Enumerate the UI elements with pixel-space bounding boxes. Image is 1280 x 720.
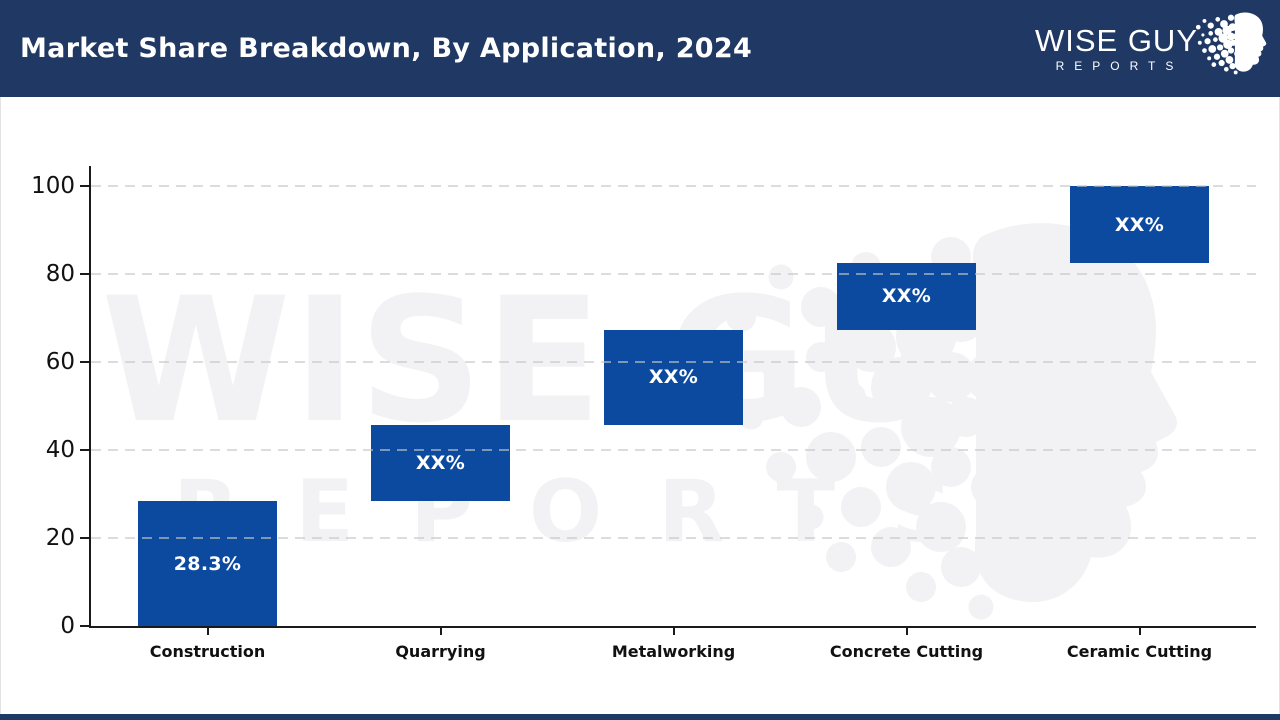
chart-canvas: WISE GUY REPORTS 28.3% XX% XX% XX% XX% 0 20 40 6… (0, 97, 1280, 714)
footer-bar (0, 714, 1280, 720)
bar-value-label: XX% (648, 366, 699, 389)
x-tick-label-construction: Construction (149, 642, 266, 661)
y-tick-label-80: 80 (45, 261, 75, 287)
x-tick-metalworking (672, 626, 675, 635)
bar-quarrying: XX% (370, 424, 511, 502)
brand-logo: WISE GUY REPORTS (1035, 4, 1270, 94)
logo-line1: WISE GUY (1034, 22, 1198, 58)
x-tick-label-quarrying: Quarrying (395, 642, 486, 661)
watermark-subtext: REPORTS (173, 462, 1010, 562)
y-tick-label-100: 100 (31, 173, 75, 199)
header: Market Share Breakdown, By Application, … (0, 0, 1280, 97)
bar-value-label: XX% (1114, 213, 1165, 236)
y-tick-label-40: 40 (45, 437, 75, 463)
plot-area: 28.3% XX% XX% XX% XX% 0 20 40 60 80 100 Constructio… (31, 166, 1256, 661)
bar-value-label: 28.3% (173, 552, 242, 575)
y-tick-label-20: 20 (45, 525, 75, 551)
gridline-60 (91, 361, 1256, 363)
y-tick-20 (80, 537, 89, 539)
y-tick-0 (80, 625, 89, 627)
bar-value-label: XX% (415, 452, 466, 475)
x-tick-label-ceramic-cutting: Ceramic Cutting (1066, 642, 1213, 661)
page-title: Market Share Breakdown, By Application, … (20, 33, 753, 64)
y-tick-60 (80, 361, 89, 363)
x-tick-label-metalworking: Metalworking (611, 642, 736, 661)
logo-wordmark: WISE GUY REPORTS (1034, 22, 1198, 74)
gridline-20 (91, 537, 1256, 539)
gridline-40 (91, 449, 1256, 451)
logo-face-icon (1192, 7, 1270, 91)
x-tick-label-concrete-cutting: Concrete Cutting (829, 642, 984, 661)
bar-metalworking: XX% (603, 329, 744, 425)
y-tick-label-0: 0 (60, 613, 75, 639)
bar-ceramic-cutting: XX% (1069, 186, 1210, 263)
y-tick-40 (80, 449, 89, 451)
bar-construction: 28.3% (137, 501, 278, 626)
logo-line2: REPORTS (1055, 59, 1184, 74)
bar-value-label: XX% (881, 285, 932, 308)
gridline-80 (91, 273, 1256, 275)
x-tick-ceramic-cutting (1138, 626, 1141, 635)
x-tick-quarrying (439, 626, 442, 635)
y-tick-label-60: 60 (45, 349, 75, 375)
x-tick-concrete-cutting (905, 626, 908, 635)
y-tick-100 (80, 185, 89, 187)
x-tick-construction (206, 626, 209, 635)
y-tick-80 (80, 273, 89, 275)
gridline-100 (91, 185, 1256, 187)
